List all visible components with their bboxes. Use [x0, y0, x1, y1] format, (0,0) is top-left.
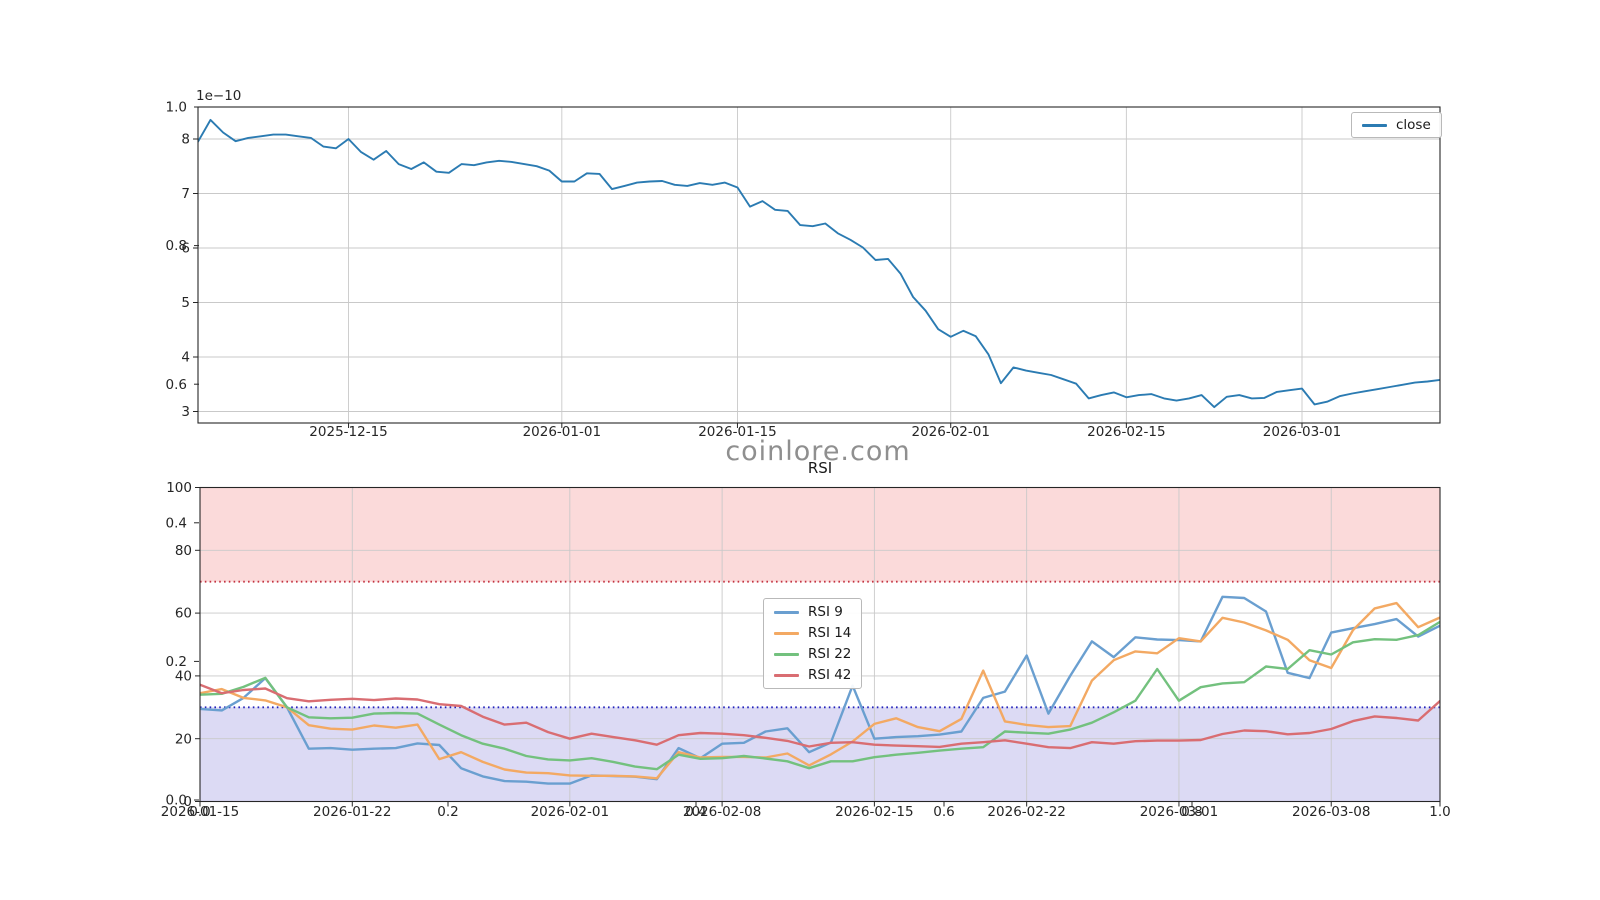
tick-label: 0.8 [1181, 804, 1202, 820]
tick-label: 1.0 [166, 100, 187, 116]
tick-label: 40 [175, 669, 192, 685]
tick-label: 2026-02-15 [1087, 424, 1165, 440]
series-rsi-9 [200, 595, 1440, 785]
tick-label: 2026-01-22 [313, 804, 391, 820]
tick-label: 0.0 [166, 793, 187, 809]
axes-frame [199, 486, 1441, 803]
rsi22-line-swatch [774, 652, 799, 656]
tick-label: 2026-02-22 [987, 804, 1065, 820]
tick-label: 2026-03-01 [1263, 424, 1341, 440]
band-oversold [200, 707, 1440, 802]
tick-label: 8 [181, 132, 190, 148]
legend-close[interactable]: close [1351, 112, 1442, 138]
rsi14-line-swatch [774, 631, 799, 635]
tick-label: 1.0 [1429, 804, 1450, 820]
axes-frame [197, 106, 1441, 424]
legend-item-rsi-22: RSI 22 [774, 646, 851, 662]
tick-label: 0.6 [166, 377, 187, 393]
rsi42-line-swatch [774, 673, 799, 677]
tick-label: 2026-01-15 [698, 424, 776, 440]
tick-label: 6 [181, 241, 190, 257]
rsi-chart-title: RSI [807, 459, 833, 477]
tick-label: 5 [181, 295, 190, 311]
tick-label: 0.4 [166, 515, 187, 531]
tick-label: 0.2 [166, 654, 187, 670]
band-overbought [200, 487, 1440, 582]
tick-label: 4 [181, 350, 190, 366]
series-close [198, 118, 1440, 409]
legend-item-rsi-14: RSI 14 [774, 625, 851, 641]
legend-rsi42-label: RSI 42 [808, 667, 852, 683]
legend-rsi22-label: RSI 22 [808, 646, 852, 662]
tick-label: 60 [175, 606, 192, 622]
series-rsi-22 [200, 620, 1440, 771]
tick-label: 0.6 [933, 804, 954, 820]
close-line-swatch [1362, 123, 1387, 127]
tick-label: 2026-02-01 [531, 804, 609, 820]
gridlines [198, 107, 1440, 423]
tick-label: 1e−10 [196, 88, 241, 104]
legend-item-rsi-42: RSI 42 [774, 667, 851, 683]
tick-label: 80 [175, 543, 192, 559]
tick-label: 2026-03-01 [1140, 804, 1218, 820]
tick-label: 100 [166, 480, 192, 496]
price-panel: 8 7 6 5 4 3 2025-12-15 2026-01-01 2026-01-15 2026… [181, 88, 1441, 440]
tick-label: 2026-02-01 [911, 424, 989, 440]
tick-label: 0.0 [189, 804, 210, 820]
tick-label: 2026-01-01 [523, 424, 601, 440]
rsi9-line-swatch [774, 610, 799, 614]
series-rsi-14 [200, 601, 1440, 780]
legend-item-rsi-9: RSI 9 [774, 604, 851, 620]
tick-label: 0 [183, 794, 192, 810]
tick-label: 2026-03-08 [1292, 804, 1370, 820]
legend-rsi9-label: RSI 9 [808, 604, 843, 620]
tick-label: 20 [175, 731, 192, 747]
tick-label: 2026-02-08 [683, 804, 761, 820]
legend-rsi[interactable]: RSI 9 RSI 14 RSI 22 RSI 42 [763, 598, 863, 689]
overlay-axis: 1.0 0.8 0.6 0.4 0.2 0.00.0 0.2 0.4 0.6 0.8 1.0 [166, 100, 1451, 820]
tick-label: 2026-01-15 [161, 804, 239, 820]
tick-marks [195, 487, 1332, 807]
legend-close-label: close [1396, 117, 1431, 133]
tick-label: 0.2 [437, 804, 458, 820]
tick-label: 3 [181, 404, 190, 420]
tick-label: 2026-02-15 [835, 804, 913, 820]
tick-label: 7 [181, 186, 190, 202]
tick-label: 2025-12-15 [309, 424, 387, 440]
tick-label: 0.8 [166, 238, 187, 254]
watermark: coinlore.com [725, 436, 911, 467]
series-rsi-42 [200, 683, 1440, 750]
tick-marks [193, 138, 1303, 428]
legend-rsi14-label: RSI 14 [808, 625, 852, 641]
tick-label: 0.4 [685, 804, 706, 820]
